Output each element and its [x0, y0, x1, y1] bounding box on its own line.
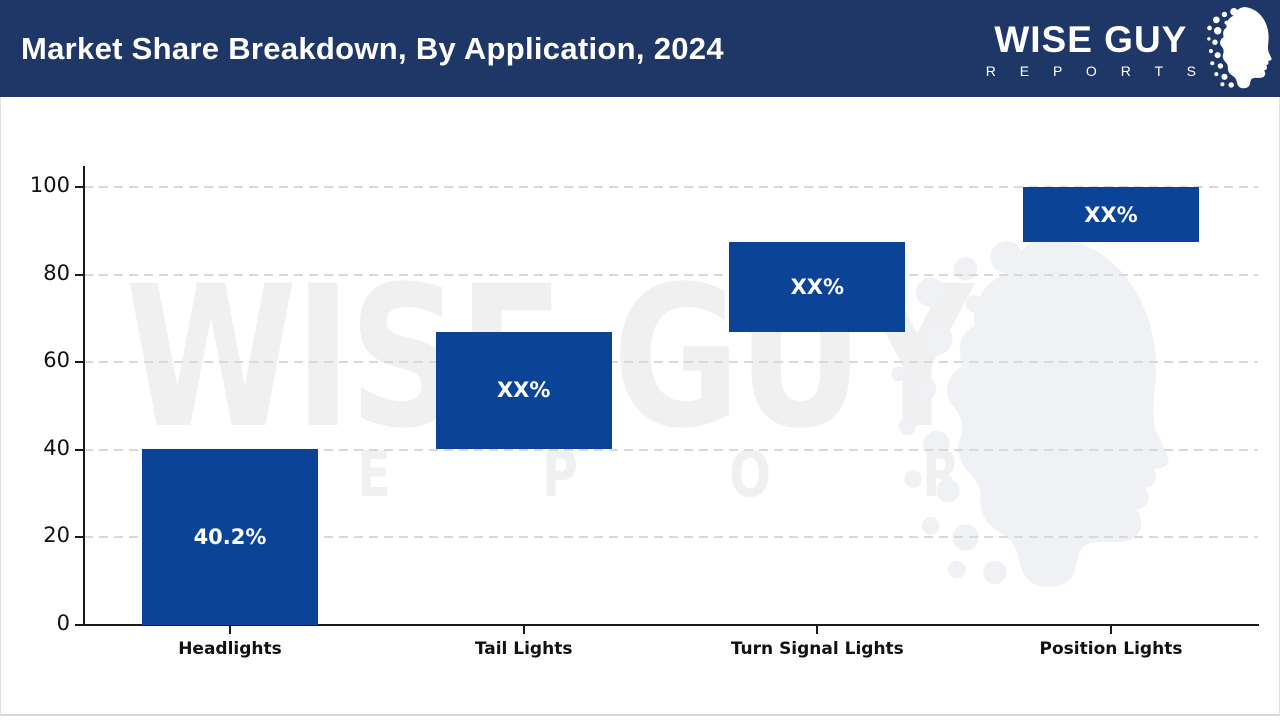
y-axis-line	[83, 166, 85, 625]
frame-bottom-line	[0, 714, 1280, 716]
bar-value-label: 40.2%	[193, 524, 267, 549]
bar-value-label: XX%	[496, 378, 551, 403]
y-tick-label: 0	[56, 611, 70, 635]
wiseguy-logo-text: WISE GUY R E P O R T S	[976, 21, 1206, 79]
bar-segment-4: XX%	[1023, 187, 1199, 242]
y-tick-label: 40	[43, 435, 70, 460]
gridline-y20	[84, 536, 1258, 539]
x-tick-mark	[522, 626, 525, 634]
y-tick-mark	[75, 186, 83, 189]
y-tick-mark	[75, 448, 83, 451]
y-tick-label: 60	[43, 348, 70, 373]
y-tick-label: 80	[43, 260, 70, 285]
wiseguy-head-icon	[1204, 5, 1272, 89]
y-tick-mark	[75, 361, 83, 364]
gridline-y80	[84, 273, 1258, 276]
header-bar: Market Share Breakdown, By Application, …	[0, 0, 1280, 97]
logo-name-text: WISE GUY	[994, 19, 1188, 60]
x-category-label: Turn Signal Lights	[730, 639, 904, 659]
y-tick-label: 100	[29, 173, 70, 198]
bar-value-label: XX%	[1084, 202, 1138, 227]
y-tick-mark	[75, 624, 83, 626]
x-category-label: Tail Lights	[474, 639, 573, 659]
y-tick-mark	[75, 536, 83, 539]
wiseguy-logo: WISE GUY R E P O R T S	[976, 5, 1272, 89]
logo-sub-text: R E P O R T S	[985, 63, 1206, 79]
x-category-label: Headlights	[178, 639, 282, 659]
bar-segment-3: XX%	[729, 241, 906, 332]
frame-left-line	[0, 97, 1, 716]
x-tick-mark	[229, 626, 231, 634]
x-tick-mark	[1110, 626, 1112, 634]
y-tick-mark	[75, 273, 83, 276]
gridline-y40	[84, 448, 1258, 451]
gridline-y100	[84, 186, 1258, 189]
y-tick-label: 20	[43, 523, 70, 548]
bar-segment-1: 40.2%	[142, 449, 318, 625]
bar-segment-2: XX%	[435, 331, 612, 449]
x-axis-line	[83, 624, 1259, 626]
gridline-y60	[84, 361, 1258, 364]
x-category-label: Position Lights	[1039, 639, 1183, 659]
bar-value-label: XX%	[790, 274, 845, 299]
page-title: Market Share Breakdown, By Application, …	[21, 30, 724, 66]
x-tick-mark	[816, 626, 819, 634]
